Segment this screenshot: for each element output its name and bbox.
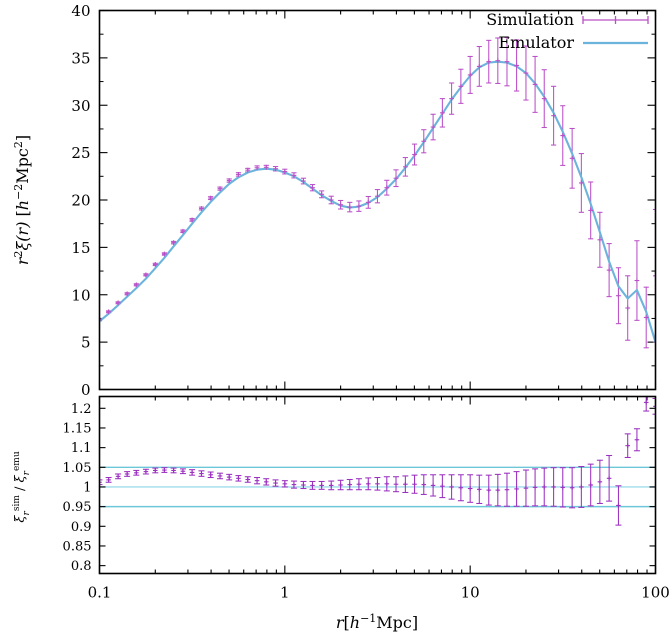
ylabel-mpc-sup: 2	[12, 141, 25, 148]
ratio-ytick-label: 1.2	[71, 402, 92, 417]
ylabel-r: r	[13, 256, 32, 265]
ratio-ytick-label: 1.05	[63, 461, 92, 476]
ratio-y-axis-label: ξrsim / ξremu	[12, 451, 32, 523]
legend-swatch-simulation	[582, 16, 649, 24]
main-ytick-label: 40	[71, 2, 90, 20]
xtick-label: 10	[461, 584, 480, 602]
main-plot-frame	[98, 9, 657, 391]
main-ytick-label: 30	[71, 97, 90, 115]
x-axis-label: r[h−1Mpc]	[336, 612, 418, 633]
ratio-ylabel-sub1: r	[22, 510, 32, 515]
xtick-label: 0.1	[88, 584, 112, 602]
main-ytick-label: 0	[81, 381, 91, 399]
ratio-plot-frame	[98, 395, 657, 575]
ratio-ytick-label: 0.85	[63, 539, 92, 554]
main-ytick-label: 10	[71, 286, 90, 304]
ylabel-close: ]	[13, 135, 32, 141]
xlabel-h: h	[350, 613, 360, 632]
xlabel-r: r	[336, 613, 345, 632]
ylabel-r-sup: 2	[12, 251, 25, 258]
ratio-panel: 0.8 0.85 0.9 0.95 1 1.05 1.1 1.15 1.2 0.1 1 10 100	[63, 395, 670, 602]
ylabel-ofr: (r)	[13, 222, 32, 242]
simulation-markers	[99, 58, 656, 323]
ylabel-h: h	[13, 200, 32, 210]
ratio-ytick-label: 1.1	[71, 441, 92, 456]
main-ytick-label: 35	[71, 49, 90, 67]
legend-label-simulation: Simulation	[486, 10, 574, 29]
ylabel-xi: ξ	[13, 241, 32, 251]
main-ytick-label: 15	[71, 239, 90, 257]
xtick-label: 100	[641, 584, 670, 602]
main-ytick-label: 5	[81, 334, 91, 352]
xlabel-mpc: Mpc	[376, 613, 412, 632]
svg-text:r2ξ(r) [h−2Mpc2]: r2ξ(r) [h−2Mpc2]	[12, 135, 33, 265]
ratio-ylabel-slash: /	[13, 482, 28, 495]
legend-label-emulator: Emulator	[498, 33, 574, 52]
ratio-ytick-label: 1.15	[63, 421, 92, 436]
legend: Simulation Emulator	[486, 10, 649, 52]
ratio-ytick-label: 1	[83, 480, 91, 495]
xlabel-close: ]	[412, 613, 418, 632]
xtick-label: 1	[280, 584, 290, 602]
main-y-axis-label: r2ξ(r) [h−2Mpc2]	[12, 135, 33, 265]
ratio-ytick-label: 0.8	[71, 559, 92, 574]
main-panel: 0 5 10 15 20 25 30 35 40	[71, 2, 657, 399]
ratio-markers	[99, 400, 656, 508]
main-ytick-label: 20	[71, 192, 90, 210]
ylabel-mpc: Mpc	[13, 148, 32, 184]
ylabel-open: [	[13, 210, 32, 221]
ratio-ylabel-xi2: ξ	[13, 474, 28, 482]
ratio-y-tick-labels: 0.8 0.85 0.9 0.95 1 1.05 1.1 1.15 1.2	[63, 402, 92, 574]
ylabel-h-sup: −2	[12, 184, 25, 200]
ratio-ylabel-sup2: emu	[12, 451, 22, 471]
svg-text:ξrsim / ξremu: ξrsim / ξremu	[12, 451, 32, 523]
ratio-x-tick-labels: 0.1 1 10 100	[88, 584, 670, 602]
main-ytick-label: 25	[71, 144, 90, 162]
ratio-data-series	[99, 396, 656, 526]
ratio-ylabel-xi1: ξ	[13, 515, 28, 523]
ratio-ylabel-sub2: r	[22, 470, 32, 475]
main-y-tick-labels: 0 5 10 15 20 25 30 35 40	[71, 2, 90, 399]
main-data-series	[99, 36, 656, 349]
ratio-ylabel-sup1: sim	[12, 495, 22, 511]
xlabel-h-sup: −1	[360, 612, 376, 625]
ratio-ytick-label: 0.9	[71, 520, 92, 535]
xlabel-open: [	[344, 613, 350, 632]
ratio-ytick-label: 0.95	[63, 500, 92, 515]
